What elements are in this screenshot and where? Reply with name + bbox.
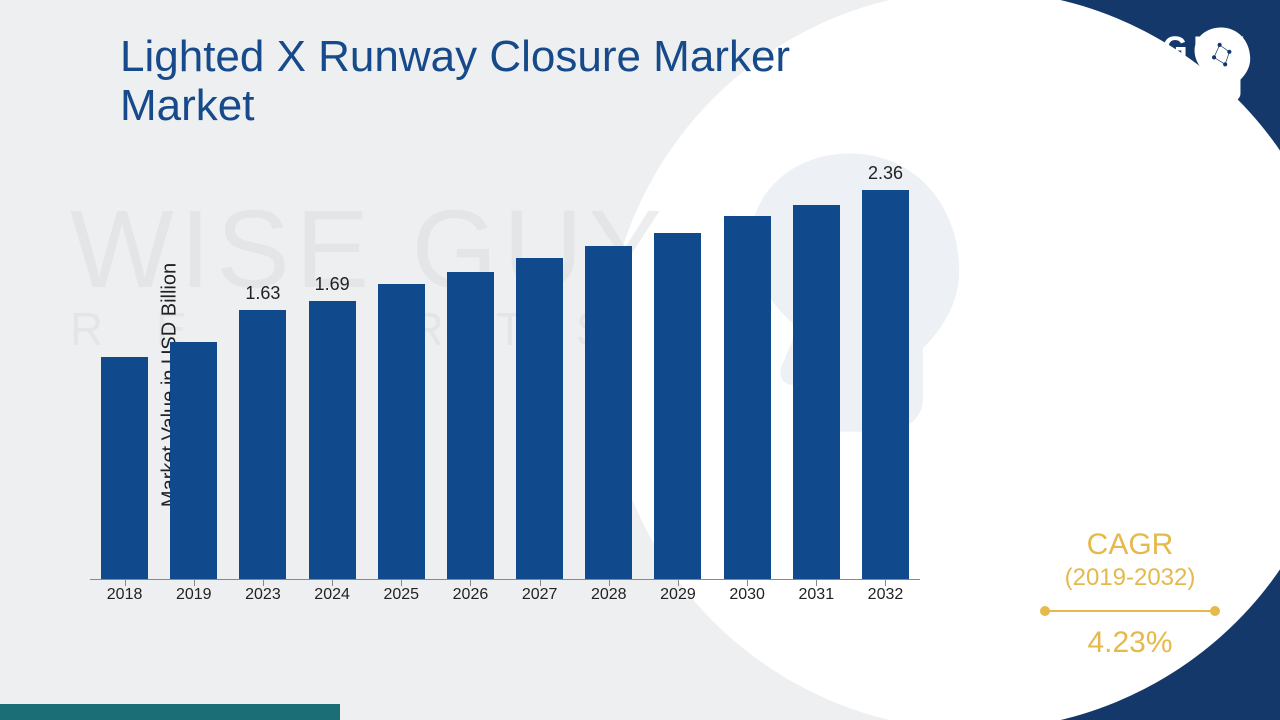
x-axis: 2018201920232024202520262027202820292030… [90, 580, 920, 620]
bar [793, 205, 840, 580]
chart-title: Lighted X Runway Closure Marker Market [120, 32, 820, 131]
bar-wrap [505, 150, 574, 580]
bar [585, 246, 632, 580]
bar-value-label: 1.69 [315, 274, 350, 295]
x-tick-label: 2031 [782, 580, 851, 620]
cagr-value: 4.23% [1020, 626, 1240, 660]
bottom-accent-bar [0, 704, 340, 720]
bar [101, 357, 148, 580]
cagr-divider [1045, 610, 1215, 612]
bar-wrap [574, 150, 643, 580]
x-tick-label: 2023 [228, 580, 297, 620]
x-tick-label: 2018 [90, 580, 159, 620]
bar-wrap [643, 150, 712, 580]
bar-wrap [159, 150, 228, 580]
x-tick-label: 2024 [298, 580, 367, 620]
x-tick-label: 2030 [713, 580, 782, 620]
bar-wrap: 1.63 [228, 150, 297, 580]
x-tick-label: 2026 [436, 580, 505, 620]
cagr-label: CAGR [1020, 528, 1240, 562]
chart-canvas: WISE GUY R E P O R T S Lighted X Runway … [0, 0, 1280, 720]
x-tick-label: 2029 [643, 580, 712, 620]
bar [862, 190, 909, 580]
bar [170, 342, 217, 580]
bar-value-label: 1.63 [245, 283, 280, 304]
logo-head-icon [1186, 24, 1256, 104]
bar-chart: Market Value in USD Billion 1.631.692.36… [60, 150, 920, 620]
bar-wrap [436, 150, 505, 580]
plot-area: 1.63 1.69 2.36 [90, 150, 920, 580]
x-tick-label: 2028 [574, 580, 643, 620]
bar-wrap [713, 150, 782, 580]
bar [516, 258, 563, 581]
bar-wrap [367, 150, 436, 580]
bar [447, 272, 494, 580]
bar [378, 284, 425, 580]
bar [239, 310, 286, 580]
bar [724, 216, 771, 580]
cagr-period: (2019-2032) [1020, 564, 1240, 592]
brand-logo: WISE GUY R E P O R T S [1000, 30, 1250, 90]
bar [309, 301, 356, 581]
x-tick-label: 2025 [367, 580, 436, 620]
bar-wrap: 2.36 [851, 150, 920, 580]
x-tick-label: 2032 [851, 580, 920, 620]
bar-wrap [90, 150, 159, 580]
bar-wrap: 1.69 [298, 150, 367, 580]
bars-container: 1.63 1.69 2.36 [90, 150, 920, 580]
cagr-block: CAGR (2019-2032) 4.23% [1020, 528, 1240, 660]
bar-value-label: 2.36 [868, 163, 903, 184]
bar-wrap [782, 150, 851, 580]
x-tick-label: 2019 [159, 580, 228, 620]
bar [654, 233, 701, 580]
x-tick-label: 2027 [505, 580, 574, 620]
